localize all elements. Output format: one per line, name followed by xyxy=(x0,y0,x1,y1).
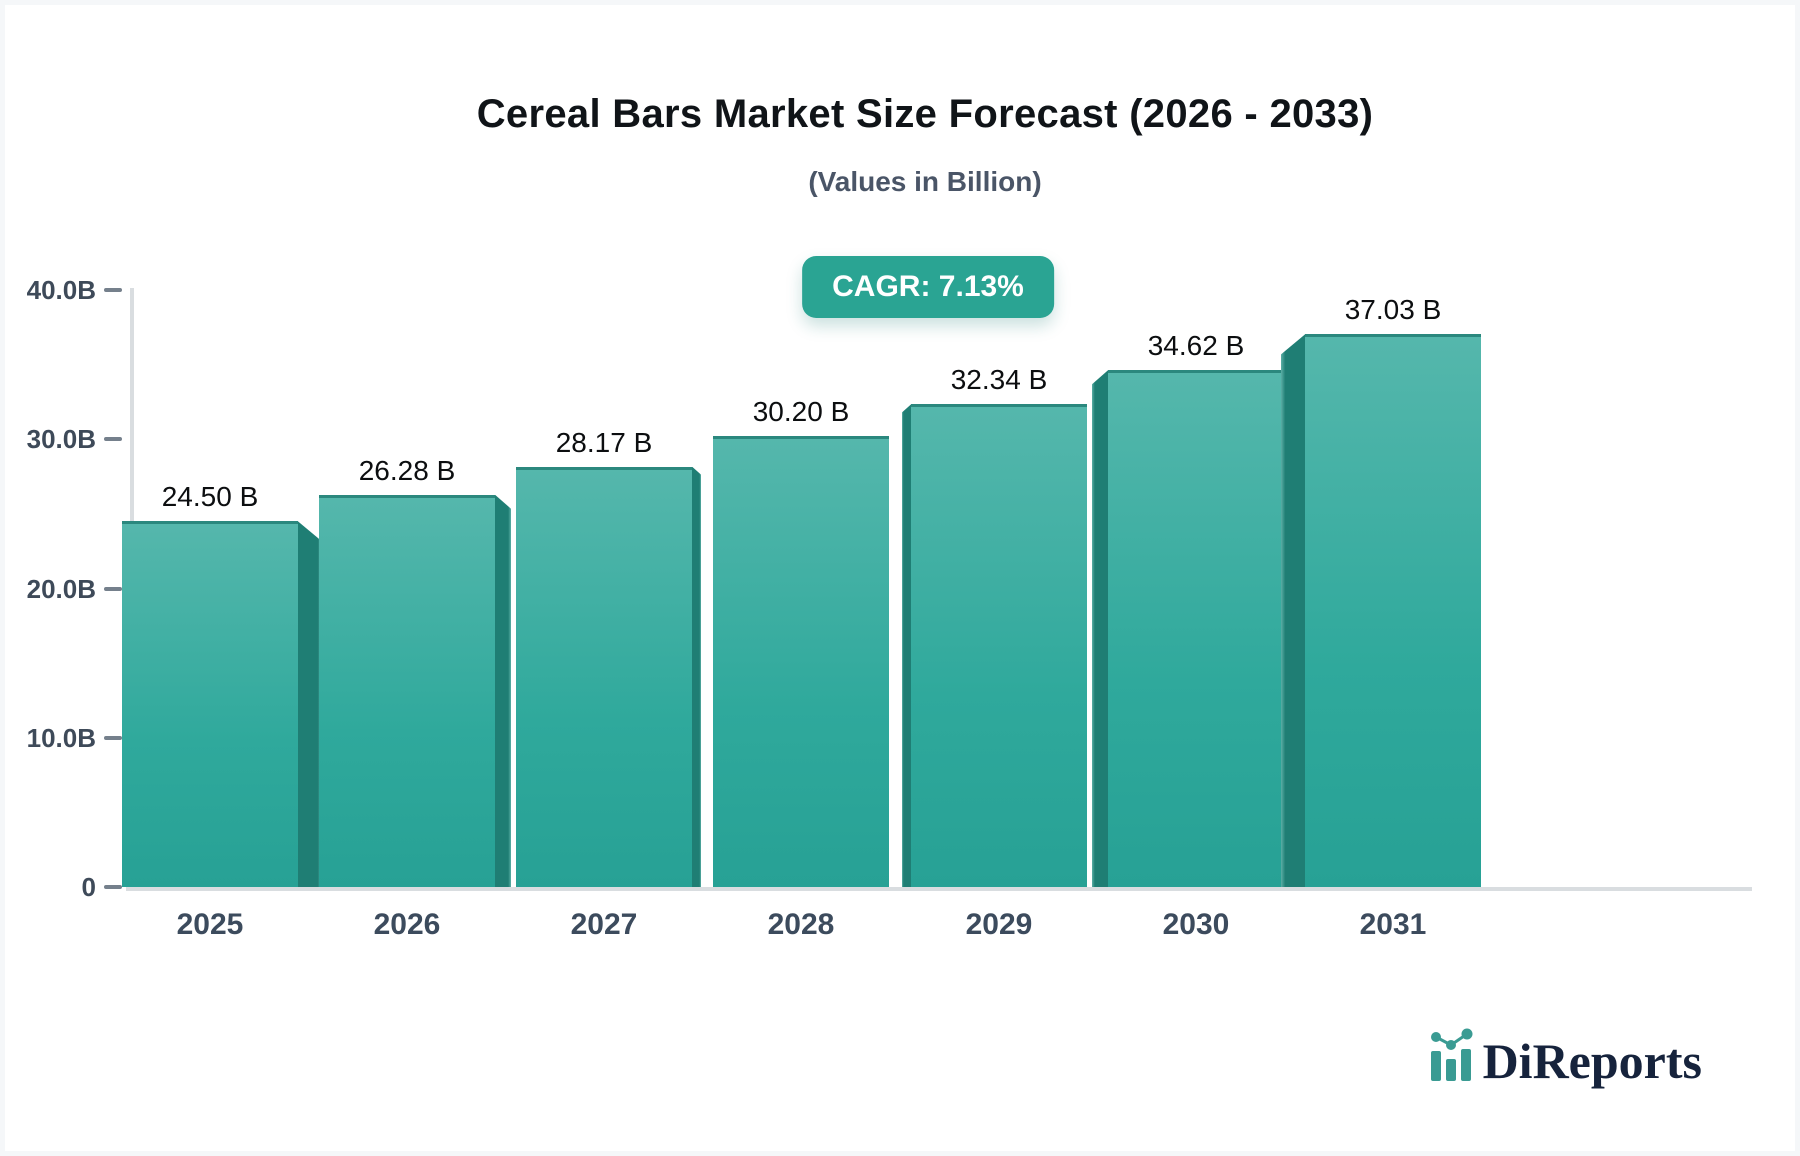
bar-side-face-2031 xyxy=(1281,334,1305,887)
bar-side-face-2026 xyxy=(495,494,511,887)
x-axis-label-2025: 2025 xyxy=(176,908,244,941)
chart-title: Cereal Bars Market Size Forecast (2026 -… xyxy=(476,92,1374,136)
bar-2030[interactable] xyxy=(1108,370,1284,887)
y-axis-tick-mark xyxy=(104,885,122,889)
y-axis-tick-label: 20.0B xyxy=(26,573,96,604)
y-axis-tick-label: 40.0B xyxy=(26,275,96,305)
bar-2028[interactable] xyxy=(713,436,889,887)
bar-2029[interactable] xyxy=(911,404,1087,887)
cagr-badge: CAGR: 7.13% xyxy=(802,256,1054,318)
mini-bar-chart-icon xyxy=(1430,1028,1473,1081)
bar-value-label-2025: 24.50 B xyxy=(161,481,259,513)
bar-value-label-2030: 34.62 B xyxy=(1147,330,1245,362)
x-axis-label-2031: 2031 xyxy=(1359,908,1427,941)
x-axis-line xyxy=(126,887,1752,891)
x-axis-label-2027: 2027 xyxy=(570,908,638,941)
bar-value-label-2028: 30.20 B xyxy=(752,396,850,428)
y-axis-tick-mark xyxy=(104,437,122,442)
bar-side-face-2029 xyxy=(902,404,911,887)
bar-value-label-2027: 28.17 B xyxy=(555,426,653,458)
bar-side-face-2030 xyxy=(1092,370,1108,887)
y-axis-tick-label: 10.0B xyxy=(26,722,96,753)
x-axis-label-2026: 2026 xyxy=(373,908,441,941)
x-axis-label-2030: 2030 xyxy=(1162,908,1230,941)
bar-2031[interactable] xyxy=(1305,334,1481,887)
bar-value-label-2031: 37.03 B xyxy=(1344,294,1442,326)
y-axis-tick-mark xyxy=(104,288,122,292)
bar-2026[interactable] xyxy=(319,494,495,887)
bar-side-face-2027 xyxy=(692,466,701,887)
bar-side-face-2025 xyxy=(298,521,322,887)
bar-2027[interactable] xyxy=(516,466,692,887)
y-axis-tick-mark xyxy=(104,586,122,591)
chart-subtitle: (Values in Billion) xyxy=(808,166,1042,197)
y-axis-tick-mark xyxy=(104,735,122,740)
bar-value-label-2029: 32.34 B xyxy=(950,364,1048,396)
direports-logo: DiReports xyxy=(1428,1024,1702,1089)
y-axis-tick-label: 30.0B xyxy=(26,424,96,455)
x-axis-label-2028: 2028 xyxy=(767,908,835,941)
x-axis-label-2029: 2029 xyxy=(965,908,1033,941)
bar-value-label-2026: 26.28 B xyxy=(358,454,456,486)
logo-text: DiReports xyxy=(1482,1033,1702,1089)
y-axis-tick-label: 0 xyxy=(81,872,96,902)
bar-2025[interactable] xyxy=(122,521,298,887)
